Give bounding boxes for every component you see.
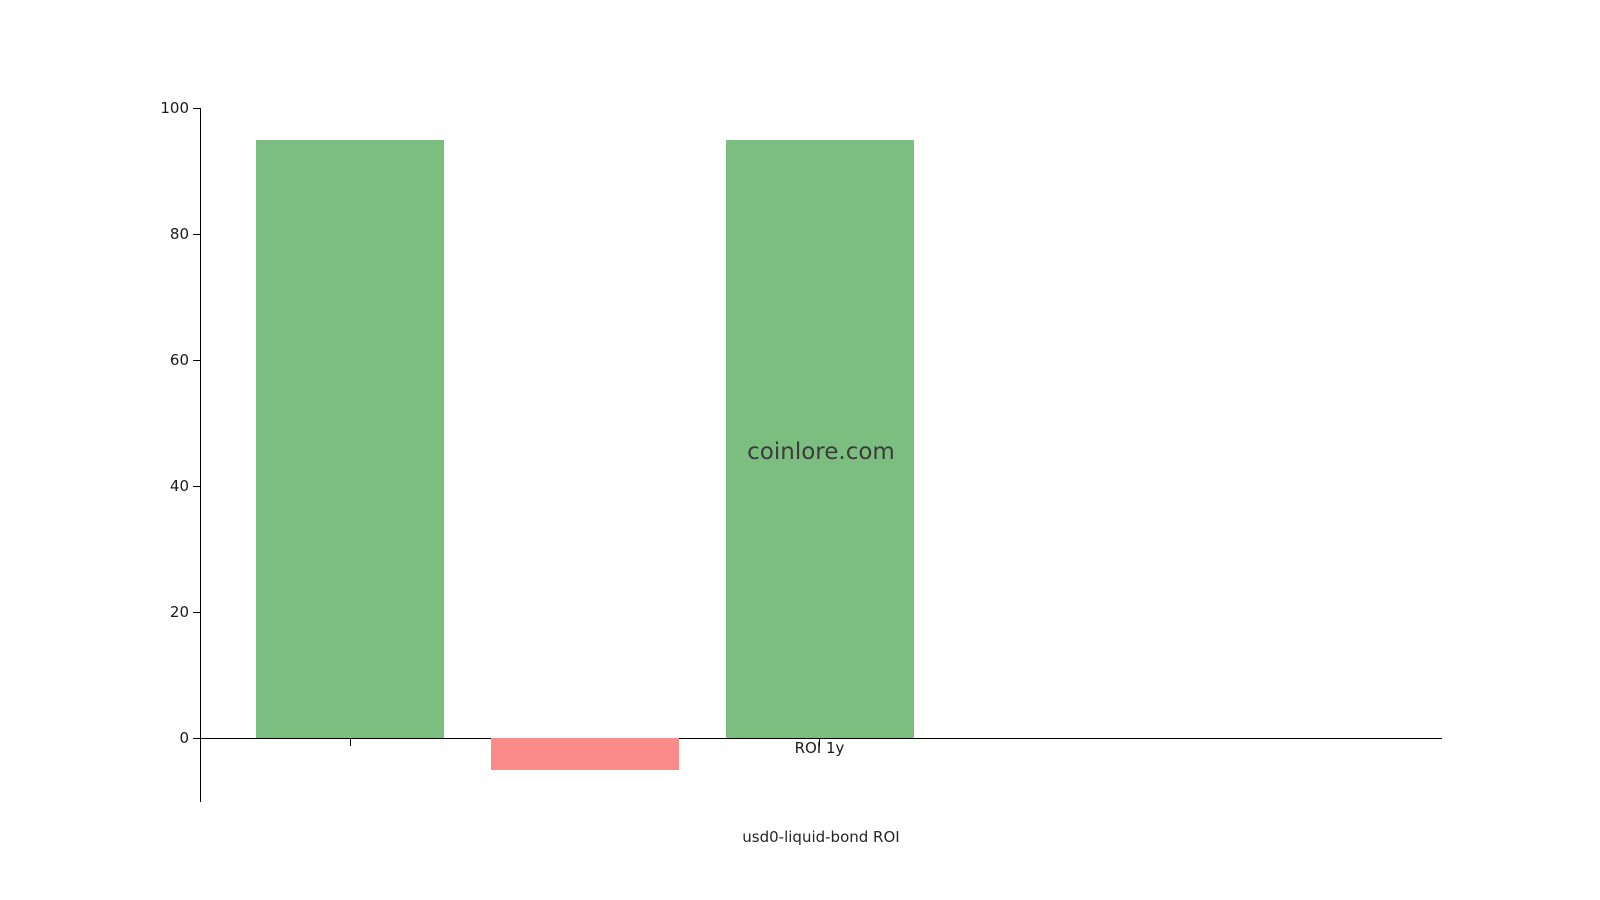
y-tick-label: 60 [169,351,189,369]
bar [256,139,444,738]
y-tick-mark [193,107,200,109]
x-tick-label: ROI 1y [794,739,845,757]
y-tick-mark [193,233,200,235]
x-tick-mark [819,738,820,746]
y-tick-mark [193,359,200,361]
bar [490,738,679,770]
x-tick-mark [349,738,351,746]
y-tick-mark [193,485,200,487]
chart-xlabel: usd0-liquid-bond ROI [742,828,900,846]
y-tick-label: 40 [169,477,189,495]
y-tick-label: 20 [169,603,189,621]
y-axis-line [200,108,201,802]
y-tick-mark [193,737,200,739]
x-axis-line [200,738,1442,739]
y-tick-mark [193,611,200,613]
bar [725,139,914,738]
y-tick-label: 80 [169,225,189,243]
watermark-text: coinlore.com [747,439,895,465]
y-tick-label: 0 [179,729,189,747]
y-tick-label: 100 [160,99,189,117]
